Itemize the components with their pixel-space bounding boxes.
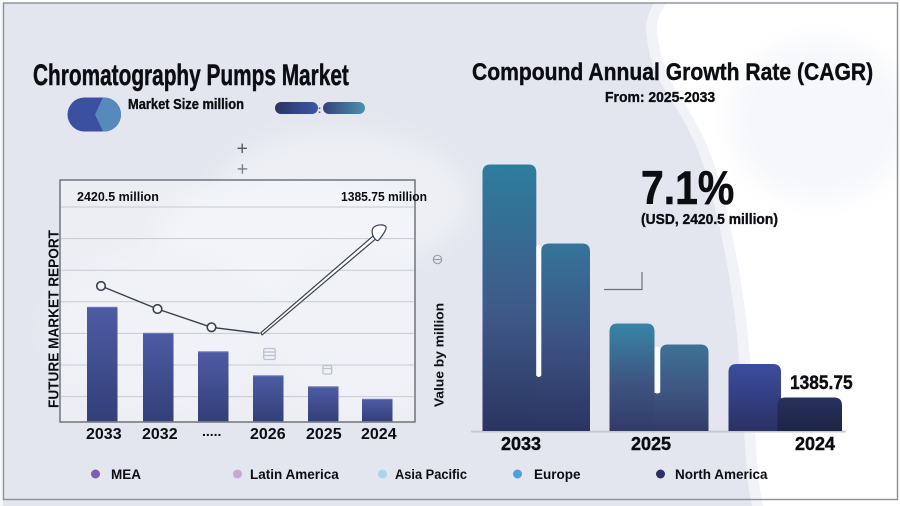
- svg-text::: :: [318, 104, 322, 116]
